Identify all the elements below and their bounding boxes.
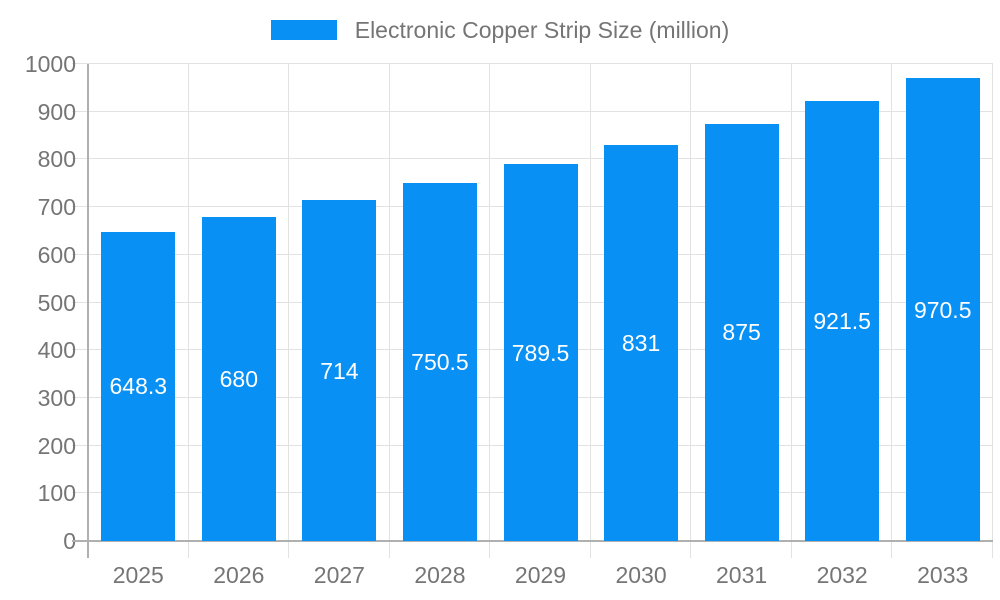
y-axis-label: 300 — [0, 384, 76, 412]
x-axis-label-text: 2033 — [917, 562, 969, 588]
x-axis-label: 2033 — [892, 561, 993, 589]
x-axis-label-text: 2025 — [112, 562, 164, 588]
x-gridline — [790, 64, 792, 558]
y-axis-label: 800 — [0, 145, 76, 173]
x-gridline — [288, 64, 290, 558]
bar[interactable]: 789.5 — [503, 164, 578, 541]
legend-label: Electronic Copper Strip Size (million) — [354, 17, 730, 43]
x-axis-label: 2025 — [88, 561, 189, 589]
bar-value-label: 875 — [722, 319, 761, 346]
y-axis-label-text: 100 — [37, 480, 76, 507]
bar[interactable]: 921.5 — [805, 101, 880, 541]
x-axis-label: 2028 — [390, 561, 491, 589]
y-axis-label-text: 600 — [37, 241, 76, 268]
x-gridline — [187, 64, 189, 558]
y-axis-label-text: 900 — [37, 98, 76, 125]
y-axis-label-text: 500 — [37, 289, 76, 316]
bar-value-label: 970.5 — [913, 296, 972, 323]
y-gridline — [72, 63, 993, 64]
x-gridline — [690, 64, 692, 558]
x-axis-label: 2026 — [189, 561, 290, 589]
y-axis-label-text: 700 — [37, 194, 76, 221]
bar[interactable]: 750.5 — [402, 183, 477, 541]
x-axis-label: 2029 — [490, 561, 591, 589]
x-axis-label-text: 2031 — [716, 562, 768, 588]
x-gridline — [589, 64, 591, 558]
bar-value-label: 714 — [320, 357, 359, 384]
y-axis-label-text: 400 — [37, 337, 76, 364]
x-axis-label-text: 2032 — [816, 562, 868, 588]
bar[interactable]: 970.5 — [905, 78, 980, 541]
legend-swatch[interactable] — [270, 20, 337, 40]
x-gridline — [891, 64, 893, 558]
bar[interactable]: 831 — [604, 144, 679, 541]
bar-value-label: 921.5 — [813, 308, 871, 335]
legend[interactable]: Electronic Copper Strip Size (million) — [0, 16, 1000, 44]
y-axis-label-text: 1000 — [24, 51, 76, 77]
y-axis-label: 100 — [0, 479, 76, 507]
x-axis-label: 2027 — [289, 561, 390, 589]
bar-value-label: 648.3 — [109, 373, 168, 400]
y-axis-label-text: 200 — [37, 432, 76, 459]
y-axis-label: 500 — [0, 289, 76, 317]
x-axis-label-text: 2026 — [213, 562, 265, 588]
y-axis-label: 0 — [0, 527, 76, 555]
x-axis-label: 2030 — [591, 561, 692, 589]
y-axis-line — [87, 64, 89, 558]
bar[interactable]: 648.3 — [101, 231, 176, 541]
y-axis-label: 1000 — [0, 50, 76, 78]
y-axis-label: 400 — [0, 336, 76, 364]
bar[interactable]: 714 — [302, 200, 377, 541]
x-gridline — [388, 64, 390, 558]
bar-value-label: 789.5 — [511, 339, 570, 366]
x-axis-label-text: 2028 — [414, 562, 466, 588]
bar[interactable]: 875 — [704, 123, 779, 541]
x-gridline — [992, 64, 993, 558]
y-axis-label-text: 800 — [37, 146, 76, 173]
bar[interactable]: 680 — [201, 216, 276, 541]
x-gridline — [489, 64, 491, 558]
x-axis-label-text: 2027 — [313, 562, 365, 588]
y-axis-label-text: 0 — [63, 528, 76, 554]
y-axis-label: 700 — [0, 193, 76, 221]
bar-value-label: 831 — [621, 329, 661, 356]
y-axis-label: 200 — [0, 432, 76, 460]
bar-value-label: 680 — [219, 365, 259, 392]
bar-value-label: 750.5 — [411, 348, 469, 375]
x-axis-label: 2031 — [691, 561, 792, 589]
y-axis-label: 900 — [0, 98, 76, 126]
y-axis-label-text: 300 — [37, 384, 76, 411]
y-axis-label: 600 — [0, 241, 76, 269]
x-axis-label-text: 2029 — [514, 562, 567, 588]
x-axis-label: 2032 — [792, 561, 893, 589]
x-axis-label-text: 2030 — [615, 562, 667, 588]
